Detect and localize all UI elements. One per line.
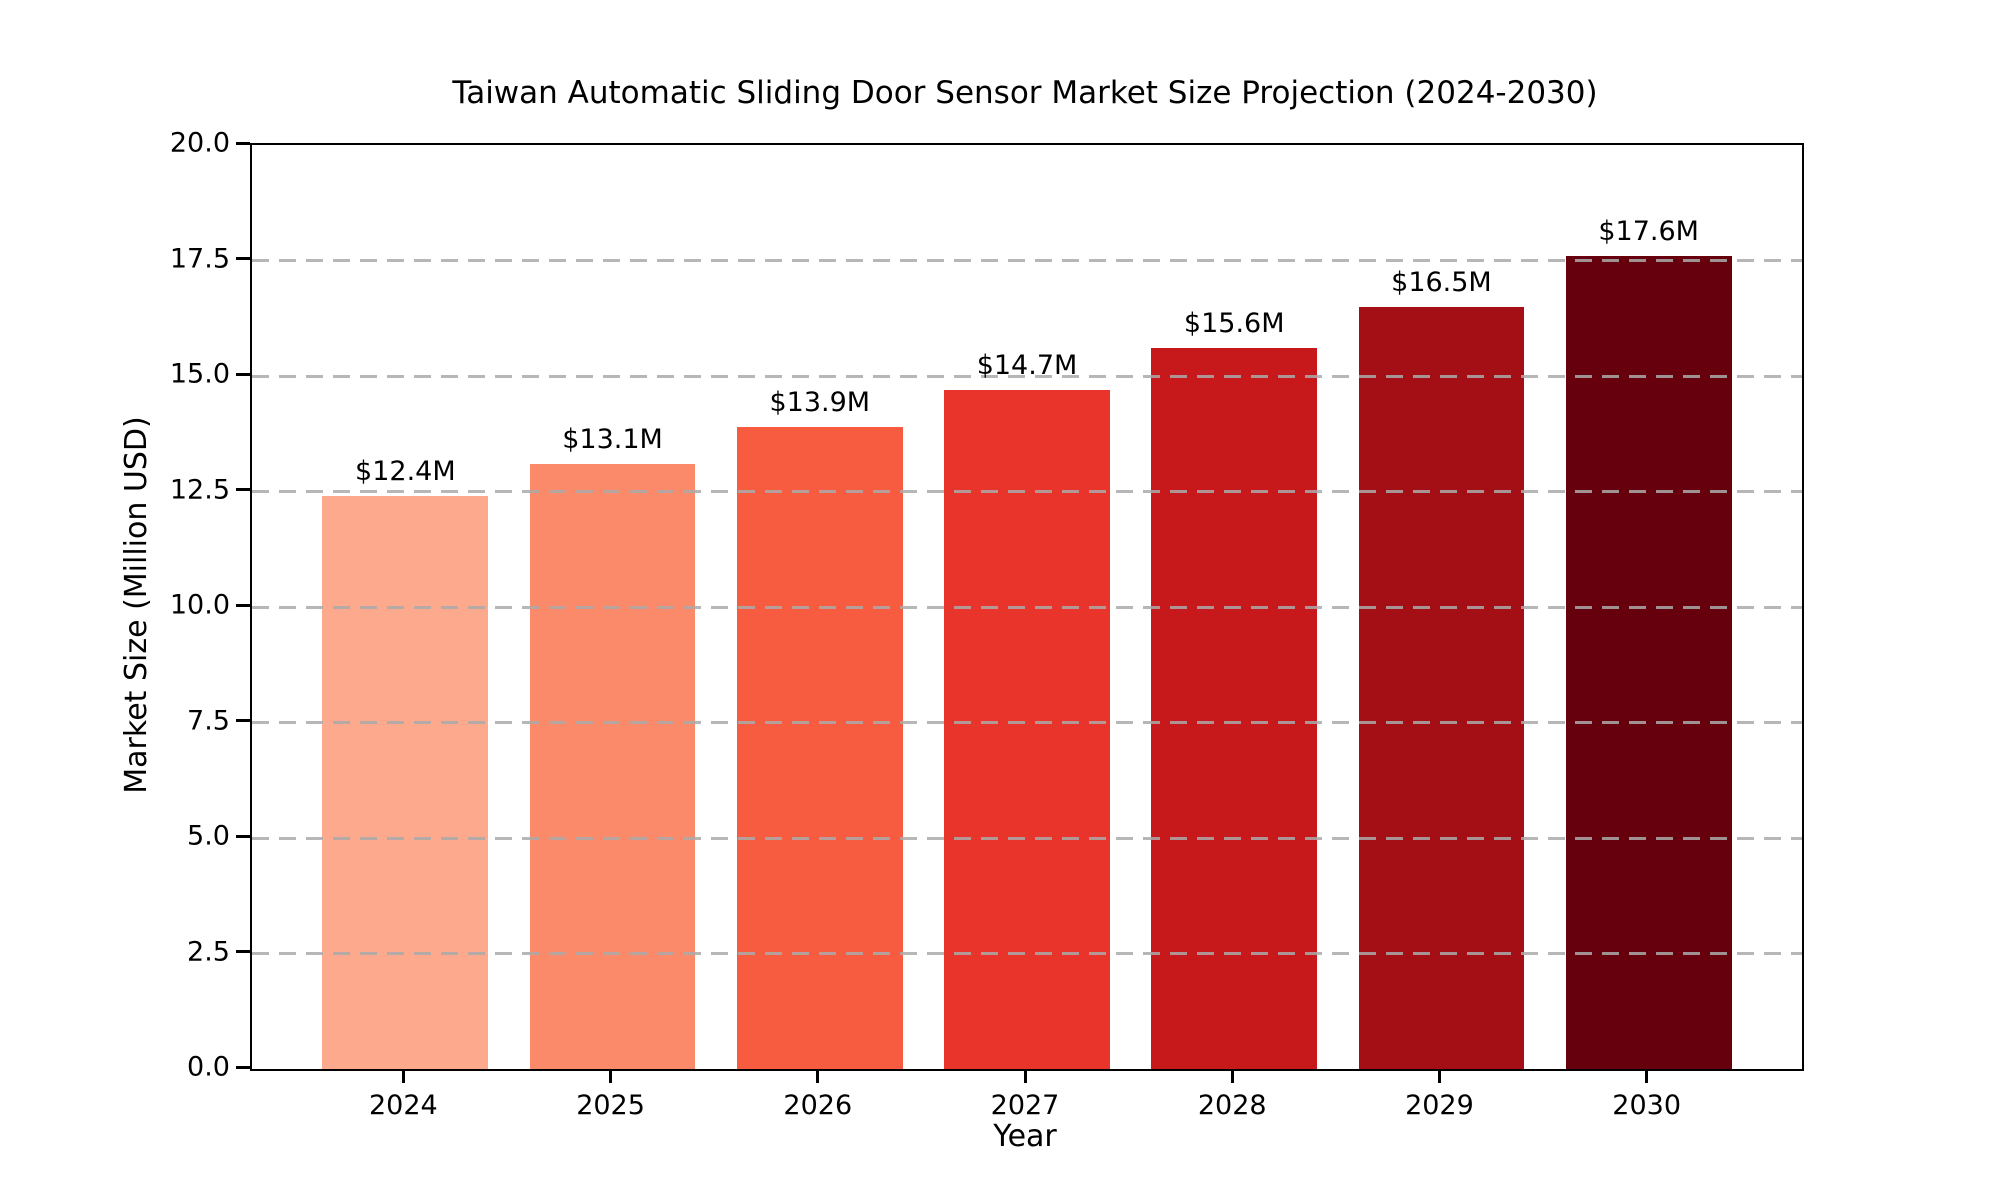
bar-value-label-2029: $16.5M xyxy=(1391,266,1492,298)
bar-2025 xyxy=(529,463,696,1069)
bar-2030 xyxy=(1565,255,1732,1069)
x-tick-mark-2028 xyxy=(1230,1069,1234,1083)
y-tick-label-20: 20.0 xyxy=(169,127,230,159)
x-tick-mark-2029 xyxy=(1437,1069,1441,1083)
x-tick-mark-2025 xyxy=(609,1069,613,1083)
gridline-y-17.5 xyxy=(252,259,1802,262)
y-tick-label-2.5: 2.5 xyxy=(187,936,230,967)
x-tick-label-2028: 2028 xyxy=(1197,1090,1267,1121)
y-tick-label-10: 10.0 xyxy=(169,589,230,621)
bar-2028 xyxy=(1151,348,1318,1069)
y-tick-label-0: 0.0 xyxy=(187,1051,230,1083)
x-tick-mark-2026 xyxy=(816,1069,820,1083)
bar-value-label-2025: $13.1M xyxy=(562,423,663,455)
gridline-y-2.5 xyxy=(252,952,1802,955)
y-tick-mark-17.5 xyxy=(236,257,250,260)
gridline-y-5 xyxy=(252,836,1802,840)
x-tick-label-2025: 2025 xyxy=(576,1090,645,1121)
gridline-y-12.5 xyxy=(252,490,1802,493)
y-tick-label-17.5: 17.5 xyxy=(169,243,230,274)
bar-2027 xyxy=(944,389,1110,1069)
chart-title: Taiwan Automatic Sliding Door Sensor Mar… xyxy=(452,75,1598,111)
y-tick-mark-5 xyxy=(236,834,250,838)
x-tick-label-2024: 2024 xyxy=(368,1090,438,1121)
x-tick-mark-2027 xyxy=(1023,1069,1027,1083)
bar-value-label-2027: $14.7M xyxy=(976,349,1078,381)
bar-2029 xyxy=(1358,306,1525,1069)
y-tick-label-5: 5.0 xyxy=(187,820,230,852)
y-tick-mark-12.5 xyxy=(236,488,250,491)
bar-value-label-2024: $12.4M xyxy=(355,456,456,488)
x-tick-mark-2024 xyxy=(401,1069,405,1083)
x-tick-label-2029: 2029 xyxy=(1405,1090,1474,1121)
y-tick-mark-15 xyxy=(236,372,250,376)
y-tick-mark-10 xyxy=(236,603,250,607)
x-tick-label-2027: 2027 xyxy=(990,1090,1060,1121)
y-tick-mark-0 xyxy=(236,1065,250,1069)
gridline-y-7.5 xyxy=(252,721,1802,724)
bar-value-label-2026: $13.9M xyxy=(769,386,871,418)
bar-value-label-2028: $15.6M xyxy=(1183,308,1285,340)
gridline-y-10 xyxy=(252,605,1802,609)
y-tick-mark-2.5 xyxy=(236,950,250,953)
gridline-y-15 xyxy=(252,374,1802,378)
y-tick-mark-7.5 xyxy=(236,719,250,722)
y-tick-label-12.5: 12.5 xyxy=(169,474,230,505)
y-tick-label-7.5: 7.5 xyxy=(187,705,230,736)
bar-2024 xyxy=(322,496,489,1069)
x-tick-mark-2030 xyxy=(1645,1069,1649,1083)
x-tick-label-2030: 2030 xyxy=(1612,1090,1682,1121)
plot-area: $12.4M $13.1M $13.9M $14.7M $15.6M $16.5M $17.… xyxy=(250,143,1804,1071)
x-tick-label-2026: 2026 xyxy=(783,1090,853,1121)
bar-value-label-2030: $17.6M xyxy=(1598,215,1699,247)
y-tick-mark-20 xyxy=(236,141,250,145)
x-axis-label: Year xyxy=(993,1119,1057,1154)
y-tick-label-15: 15.0 xyxy=(169,358,230,390)
bar-2026 xyxy=(736,426,903,1069)
